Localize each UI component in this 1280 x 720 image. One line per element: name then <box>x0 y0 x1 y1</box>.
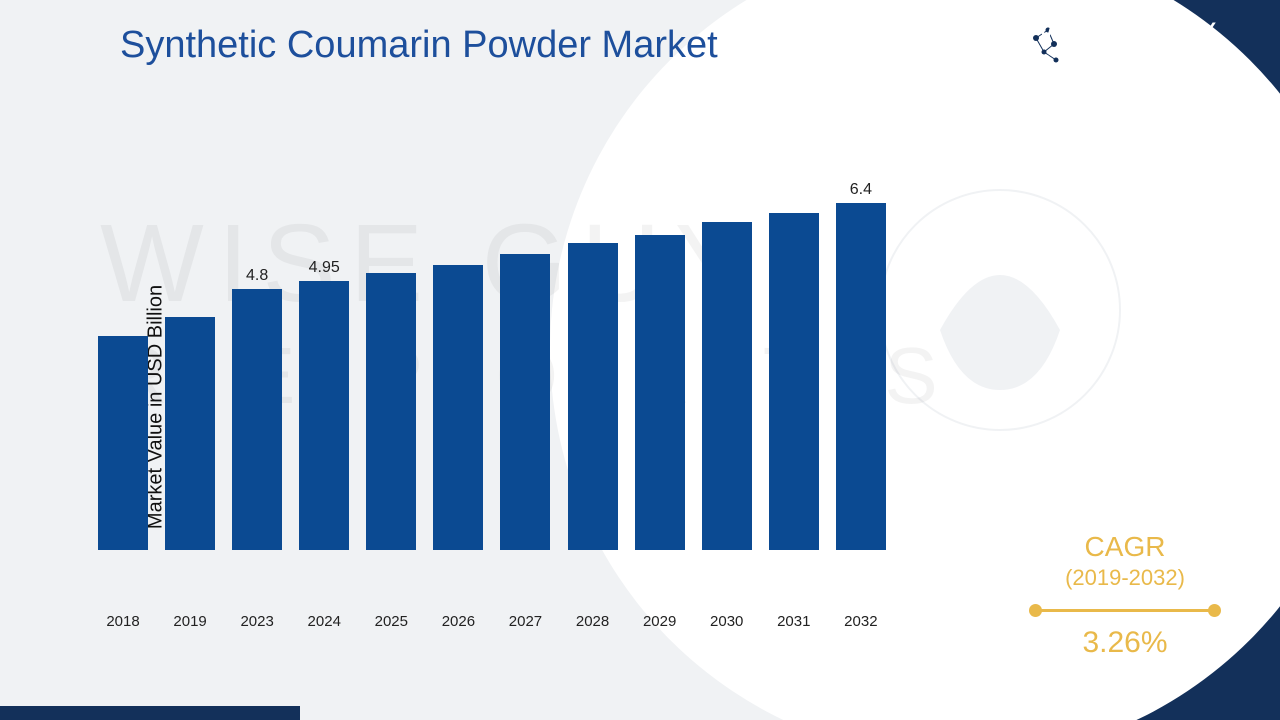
bar-value-label: 4.8 <box>227 267 287 285</box>
x-tick-label: 2025 <box>366 613 416 630</box>
bar-chart: Market Value in USD Billion 4.84.956.4 2… <box>64 170 894 600</box>
bar-column: 6.4 <box>836 203 886 550</box>
bar-column: 4.8 <box>232 289 282 550</box>
bar-column <box>98 336 148 550</box>
x-tick-label: 2030 <box>702 613 752 630</box>
bar <box>702 222 752 550</box>
watermark-head-icon <box>870 180 1130 440</box>
cagr-title: CAGR <box>1020 531 1230 563</box>
x-axis-labels: 2018 2019 2023 2024 2025 2026 2027 2028 2029 2030… <box>92 613 892 630</box>
bar <box>299 281 349 550</box>
cagr-divider <box>1035 609 1215 612</box>
x-tick-label: 2019 <box>165 613 215 630</box>
bar <box>568 243 618 550</box>
logo-line2: R E P O R T S <box>1038 52 1252 70</box>
bar-column <box>635 235 685 550</box>
x-tick-label: 2018 <box>98 613 148 630</box>
bar-column <box>568 243 618 550</box>
chart-title: Synthetic Coumarin Powder Market <box>120 24 718 67</box>
brand-logo: WISE GUY R E P O R T S <box>1038 18 1252 69</box>
bar-column <box>500 254 550 550</box>
bar-column <box>769 213 819 550</box>
x-tick-label: 2032 <box>836 613 886 630</box>
bar <box>635 235 685 550</box>
x-tick-label: 2028 <box>568 613 618 630</box>
bar <box>836 203 886 550</box>
bar-column <box>366 273 416 550</box>
bar <box>98 336 148 550</box>
logo-line1: WISE GUY <box>1038 17 1220 50</box>
bar-value-label: 4.95 <box>294 259 354 277</box>
x-tick-label: 2024 <box>299 613 349 630</box>
bar-column <box>702 222 752 550</box>
plot-area: 4.8 4.95 6.4 <box>92 170 892 550</box>
bottom-accent-bar <box>0 706 300 720</box>
x-tick-label: 2031 <box>769 613 819 630</box>
bar <box>500 254 550 550</box>
bar <box>232 289 282 550</box>
bar <box>366 273 416 550</box>
bar-column: 4.95 <box>299 281 349 550</box>
infographic-canvas: WISE GUY R E P O R T S Synthetic Coumari… <box>0 0 1280 720</box>
x-tick-label: 2027 <box>500 613 550 630</box>
bars-container: 4.8 4.95 6.4 <box>92 170 892 550</box>
x-tick-label: 2026 <box>433 613 483 630</box>
bar <box>165 317 215 550</box>
x-tick-label: 2029 <box>635 613 685 630</box>
x-tick-label: 2023 <box>232 613 282 630</box>
cagr-block: CAGR (2019-2032) 3.26% <box>1020 531 1230 660</box>
bar-column <box>165 317 215 550</box>
cagr-value: 3.26% <box>1020 626 1230 660</box>
bar <box>433 265 483 550</box>
cagr-period: (2019-2032) <box>1020 565 1230 591</box>
bar <box>769 213 819 550</box>
bar-value-label: 6.4 <box>831 181 891 199</box>
bar-column <box>433 265 483 550</box>
